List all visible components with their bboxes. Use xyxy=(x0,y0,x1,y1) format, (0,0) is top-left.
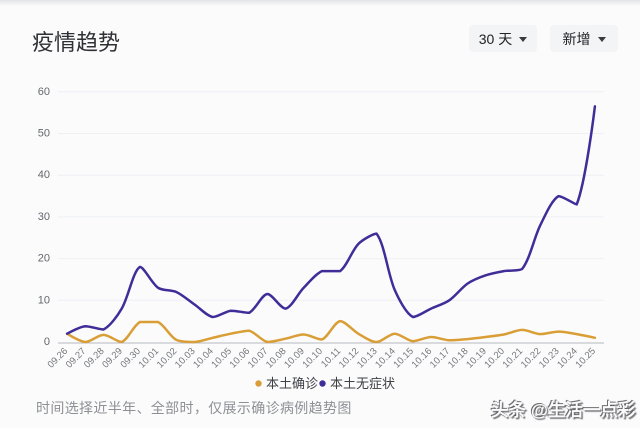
svg-text:本土无症状: 本土无症状 xyxy=(330,376,395,391)
svg-text:10.10: 10.10 xyxy=(300,346,325,371)
svg-text:60: 60 xyxy=(38,86,50,98)
svg-text:10.25: 10.25 xyxy=(573,346,598,371)
svg-text:40: 40 xyxy=(38,169,50,181)
svg-text:20: 20 xyxy=(38,253,50,265)
svg-text:0: 0 xyxy=(44,336,50,348)
svg-text:50: 50 xyxy=(38,128,50,140)
svg-text:30: 30 xyxy=(38,211,50,223)
svg-text:10: 10 xyxy=(38,294,50,306)
svg-text:本土确诊: 本土确诊 xyxy=(266,376,318,391)
